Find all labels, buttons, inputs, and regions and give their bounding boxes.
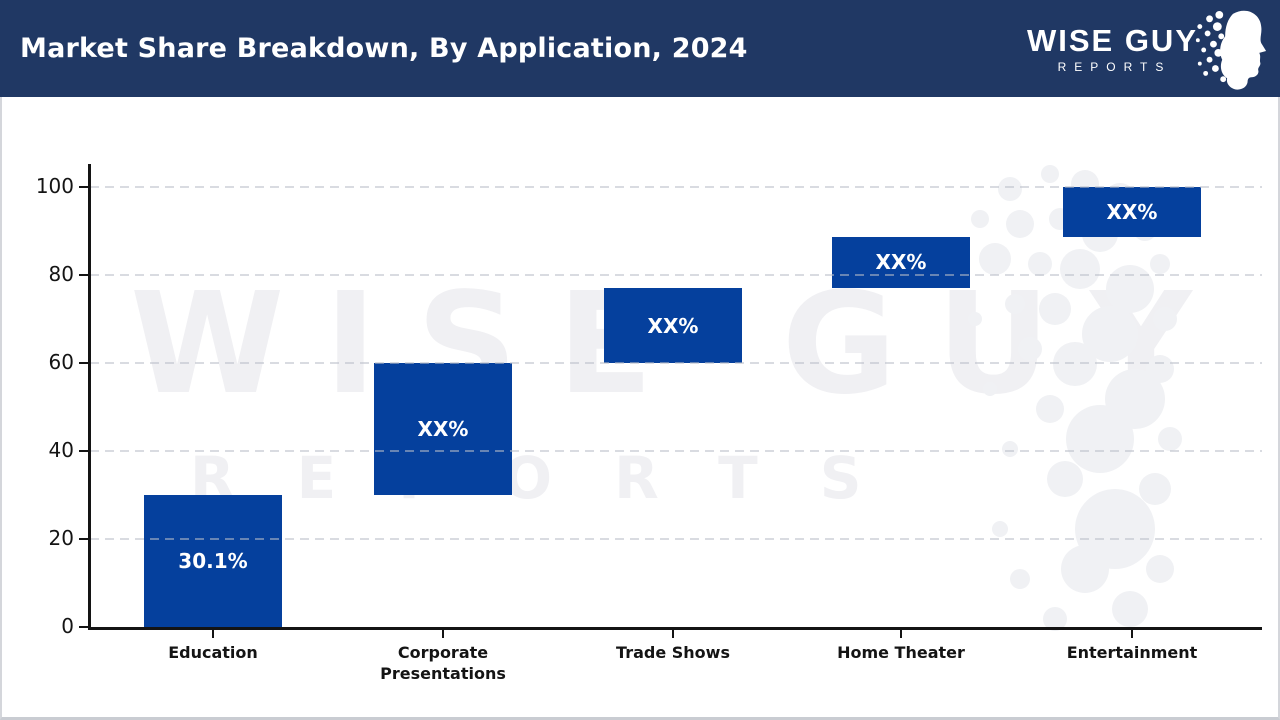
logo-line1: WISE GUY — [1026, 22, 1198, 58]
chart-canvas: WISE GUY REPORTS 30.1% XX% XX% XX% XX% 0 20 40 6… — [0, 97, 1280, 720]
category-label: Trade Shows — [616, 643, 730, 662]
bar-value-label: XX% — [1106, 199, 1158, 224]
x-axis-tick — [900, 629, 902, 638]
bar-home-theater: XX% — [832, 236, 970, 289]
bar-trade-shows: XX% — [604, 288, 742, 363]
y-tick-label: 40 — [48, 438, 74, 462]
y-axis-tick — [79, 538, 90, 540]
category-label: Home Theater — [837, 643, 965, 662]
bar-value-label: XX% — [417, 416, 469, 441]
x-axis-tick — [1131, 629, 1133, 638]
y-tick-label: 20 — [48, 526, 74, 550]
x-axis-tick — [672, 629, 674, 638]
grid-line — [90, 362, 1262, 364]
bar-value-label: 30.1% — [178, 548, 248, 573]
y-axis-line — [88, 164, 91, 629]
bar-corporate-presentations: XX% — [374, 363, 512, 495]
y-tick-label: 100 — [35, 174, 74, 198]
category-label: Corporate Presentations — [380, 643, 506, 683]
bar-value-label: XX% — [647, 313, 699, 338]
x-axis-tick — [212, 629, 214, 638]
y-tick-label: 60 — [48, 350, 74, 374]
category-label: Education — [168, 643, 258, 662]
x-axis-tick — [442, 629, 444, 638]
logo-face-icon — [1195, 10, 1267, 90]
chart-title: Market Share Breakdown, By Application, … — [20, 33, 748, 64]
grid-line — [90, 274, 1262, 276]
header: Market Share Breakdown, By Application, … — [0, 0, 1280, 97]
grid-line — [90, 538, 1262, 540]
logo-line2: REPORTS — [1057, 59, 1172, 74]
wise-guy-logo: WISE GUY REPORTS — [1027, 4, 1270, 94]
y-axis-tick — [79, 186, 90, 188]
logo-wordmark: WISE GUY REPORTS — [1027, 25, 1198, 74]
y-axis-tick — [79, 362, 90, 364]
y-axis-tick — [79, 274, 90, 276]
bar-entertainment: XX% — [1063, 187, 1201, 237]
bar-education: 30.1% — [144, 494, 282, 627]
y-tick-label: 80 — [48, 262, 74, 286]
y-axis-tick — [79, 626, 90, 628]
y-tick-label: 0 — [61, 614, 74, 638]
watermark-subtext: REPORTS — [190, 444, 924, 512]
x-axis-line — [88, 627, 1262, 630]
y-axis-tick — [79, 450, 90, 452]
bar-value-label: XX% — [875, 250, 927, 275]
grid-line — [90, 186, 1262, 188]
category-label: Entertainment — [1066, 643, 1198, 662]
grid-line — [90, 450, 1262, 452]
